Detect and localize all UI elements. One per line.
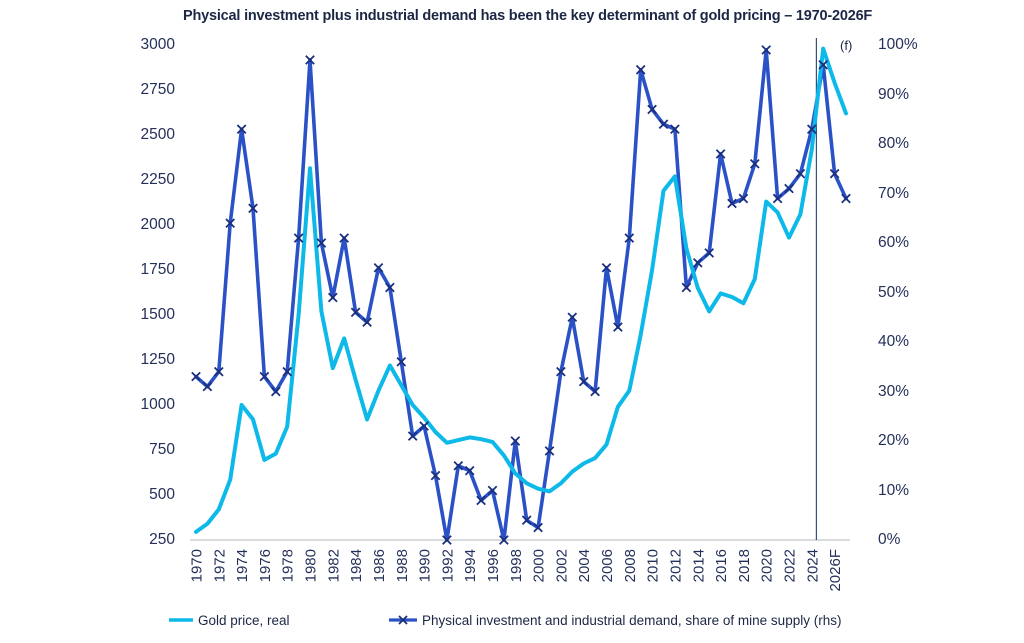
x-tick-label: 1978: [280, 549, 297, 582]
x-tick-label: 2002: [553, 549, 570, 582]
y-left-tick-label: 2750: [140, 81, 175, 98]
y-left-tick-label: 1000: [140, 396, 175, 413]
x-tick-label: 2012: [667, 549, 684, 582]
y-right-tick-label: 0%: [878, 531, 901, 548]
legend-item-gold-price: Gold price, real: [168, 609, 290, 631]
x-tick-label: 2026F: [827, 549, 844, 592]
demand-share-markers: [191, 45, 851, 545]
y-left-tick-label: 500: [149, 486, 175, 503]
y-left-tick-label: 3000: [140, 36, 175, 53]
y-right-tick-label: 10%: [878, 481, 910, 499]
x-tick-label: 2008: [622, 549, 639, 582]
x-tick-label: 2014: [690, 549, 707, 582]
x-tick-label: 2016: [713, 549, 730, 582]
x-axis-labels: 1970 1972 1974 1976 1978 1980 1982 1984 1986 1988…: [189, 549, 845, 592]
legend-label: Gold price, real: [198, 612, 290, 628]
y-right-tick-label: 50%: [878, 283, 910, 301]
y-right-tick-label: 40%: [878, 333, 910, 350]
y-right-tick-label: 70%: [878, 184, 910, 202]
y-right-tick-label: 30%: [878, 382, 910, 400]
x-tick-label: 1998: [508, 549, 525, 582]
y-left-tick-label: 2000: [140, 216, 175, 233]
y-right-tick-label: 20%: [878, 432, 910, 449]
y-left-tick-label: 1250: [140, 351, 175, 368]
x-tick-label: 2024: [804, 549, 821, 582]
y-left-tick-label: 750: [149, 441, 175, 458]
x-tick-label: 2018: [736, 549, 753, 582]
x-tick-label: 1984: [348, 549, 365, 582]
x-tick-label: 2000: [531, 549, 548, 582]
chart-legend: Gold price, real Physical investment and…: [0, 609, 1024, 635]
y-right-tick-label: 80%: [878, 135, 910, 152]
x-tick-label: 2010: [645, 549, 662, 582]
y-left-tick-label: 1750: [140, 261, 175, 278]
legend-label: Physical investment and industrial deman…: [422, 612, 842, 628]
x-tick-label: 1982: [325, 549, 342, 582]
y-left-tick-label: 1500: [140, 306, 175, 323]
x-tick-label: 1992: [439, 549, 456, 582]
y-left-tick-label: 2250: [140, 171, 175, 188]
x-tick-label: 2020: [759, 549, 776, 582]
y-left-tick-label: 2500: [140, 126, 175, 143]
x-tick-label: 1986: [371, 549, 388, 582]
legend-item-demand-share: Physical investment and industrial deman…: [388, 609, 841, 631]
x-tick-label: 1988: [394, 549, 411, 582]
gold-price-line: [194, 46, 848, 534]
demand-share-swatch: [389, 615, 417, 625]
y-left-tick-label: 250: [149, 531, 175, 548]
x-tick-label: 1974: [234, 549, 251, 582]
y-right-tick-label: 100%: [878, 36, 918, 53]
x-tick-label: 1980: [303, 549, 320, 582]
x-tick-label: 1994: [462, 549, 479, 582]
x-tick-label: 1972: [211, 549, 228, 582]
gold-line-swatch: [169, 618, 193, 622]
x-tick-label: 1990: [417, 549, 434, 582]
chart-title: Physical investment plus industrial dema…: [183, 8, 873, 24]
forecast-flag-label: (f): [840, 38, 853, 53]
y-right-tick-label: 60%: [878, 234, 910, 251]
x-tick-label: 1970: [189, 549, 206, 582]
x-tick-label: 1976: [257, 549, 274, 582]
x-tick-label: 1996: [485, 549, 502, 582]
x-tick-label: 2022: [782, 549, 799, 582]
x-tick-label: 2004: [576, 549, 593, 582]
x-tick-label: 2006: [599, 549, 616, 582]
y-right-tick-label: 90%: [878, 85, 910, 103]
